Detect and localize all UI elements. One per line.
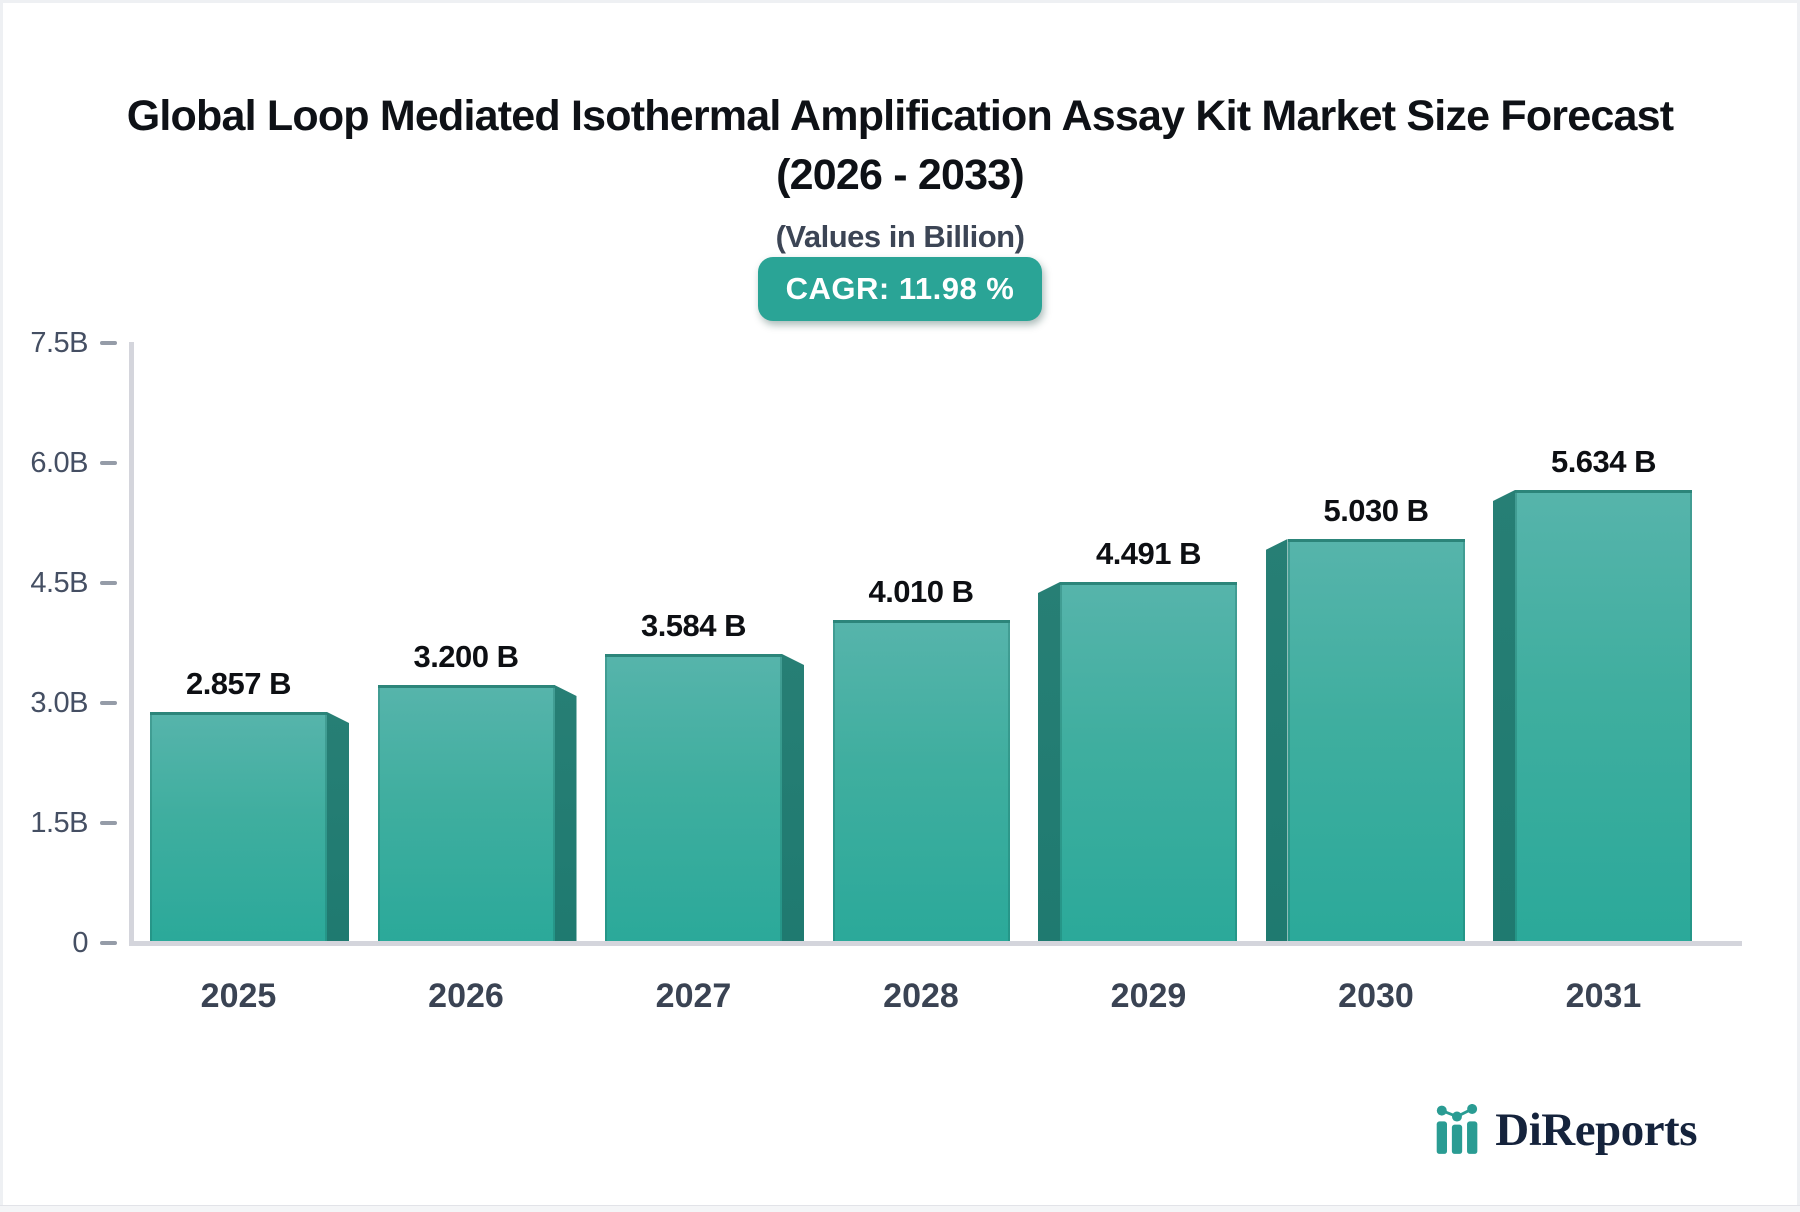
bar-2029: [1060, 582, 1237, 941]
page-bottom-border: [0, 1205, 1800, 1212]
bar-value-label-2031: 5.634 B: [1550, 444, 1657, 479]
y-tick-dash: [100, 821, 117, 825]
y-tick-label-1.5B: 1.5B: [30, 807, 88, 839]
bar-2027: [605, 654, 782, 941]
chart-subtitle: (Values in Billion): [775, 219, 1025, 254]
direports-logo: DiReports: [1434, 1104, 1697, 1154]
bar-2031: [1515, 490, 1692, 941]
y-tick-label-7.5B: 7.5B: [30, 327, 88, 359]
y-tick-label-3.0B: 3.0B: [30, 687, 88, 719]
x-axis-label-2025: 2025: [200, 977, 277, 1015]
chart-title-line1: Global Loop Mediated Isothermal Amplific…: [126, 92, 1674, 140]
x-axis-label-2027: 2027: [655, 977, 732, 1015]
x-axis-label-2028: 2028: [883, 977, 959, 1015]
y-tick-dash: [100, 341, 117, 345]
y-axis-line: [129, 342, 134, 946]
bar-2026: [377, 685, 555, 941]
bar-side-2029: [1038, 582, 1060, 941]
y-tick-label-0: 0: [72, 927, 88, 959]
y-tick-dash: [100, 701, 117, 705]
logo-text: DiReports: [1495, 1104, 1697, 1156]
bar-side-2027: [782, 654, 804, 941]
bar-2025: [150, 712, 327, 941]
y-tick-dash: [100, 581, 117, 585]
bar-side-2030: [1265, 539, 1288, 941]
bar-2030: [1287, 539, 1465, 941]
bar-side-2031: [1493, 490, 1515, 941]
y-tick-label-6.0B: 6.0B: [30, 447, 88, 479]
bar-side-2025: [327, 712, 349, 941]
bar-value-label-2030: 5.030 B: [1323, 493, 1429, 528]
x-axis-label-2031: 2031: [1565, 977, 1642, 1015]
cagr-badge: CAGR: 11.98 %: [757, 257, 1043, 321]
bar-value-label-2026: 3.200 B: [413, 639, 519, 674]
bar-value-label-2027: 3.584 B: [640, 608, 747, 643]
x-axis-line: [129, 941, 1742, 946]
y-tick-label-4.5B: 4.5B: [30, 567, 88, 599]
x-axis-label-2029: 2029: [1110, 977, 1187, 1015]
bar-value-label-2028: 4.010 B: [868, 574, 974, 609]
bar-2028: [832, 620, 1010, 941]
y-tick-dash: [100, 941, 117, 945]
bar-side-2026: [554, 685, 577, 941]
x-axis-label-2026: 2026: [428, 977, 504, 1015]
x-axis-label-2030: 2030: [1338, 977, 1414, 1015]
bar-value-label-2029: 4.491 B: [1095, 536, 1202, 571]
chart-title-line2: (2026 - 2033): [776, 151, 1025, 199]
bar-value-label-2025: 2.857 B: [185, 666, 292, 701]
cagr-badge-wrap: CAGR: 11.98 %: [0, 257, 1800, 321]
y-tick-dash: [100, 461, 117, 465]
mini-bar-chart-icon: [1436, 1104, 1478, 1154]
